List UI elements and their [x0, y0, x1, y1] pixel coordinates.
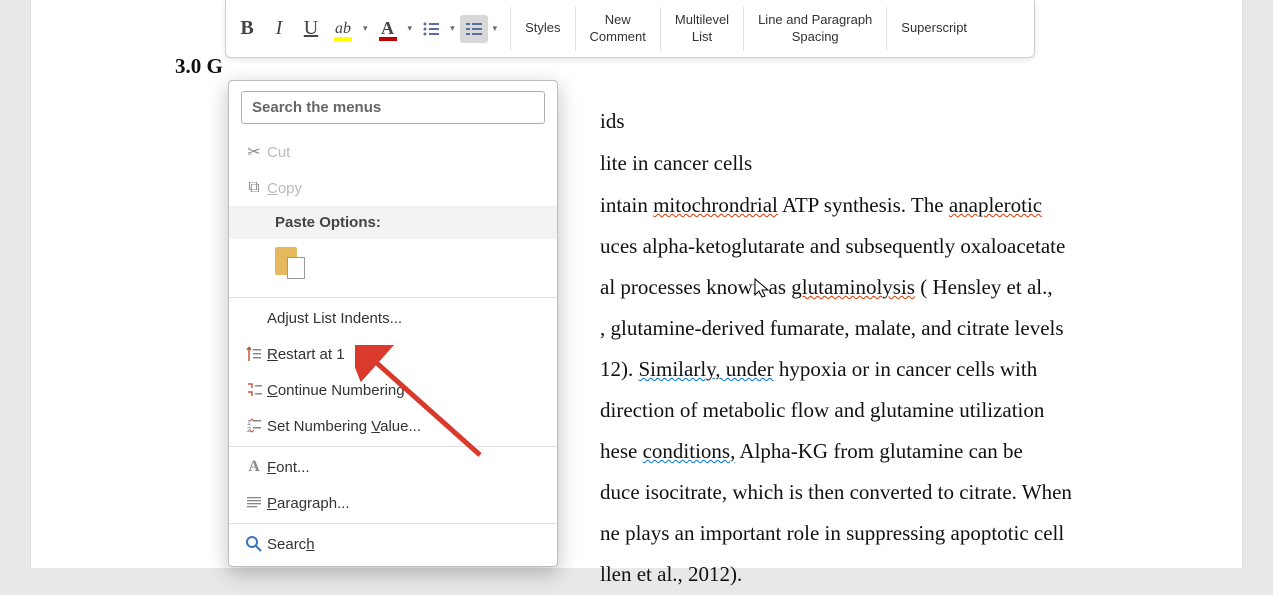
highlight-dropdown-icon[interactable]: ▾ [360, 23, 371, 34]
text-line: ( Hensley et al., [915, 275, 1053, 299]
search-item[interactable]: Search [229, 526, 557, 562]
bold-button[interactable]: B [232, 10, 262, 48]
set-numbering-icon: 12 [241, 417, 267, 435]
menu-search-input[interactable]: Search the menus [241, 91, 545, 124]
menu-label: Adjust List Indents... [267, 310, 402, 327]
text-line: 12). [600, 357, 639, 381]
paragraph-item[interactable]: Paragraph... [229, 485, 557, 521]
text-line: ATP synthesis. The [778, 193, 949, 217]
underline-button[interactable]: U [296, 10, 326, 48]
font-item[interactable]: A Font... [229, 449, 557, 485]
menu-label: Restart at 1 [267, 346, 345, 363]
menu-label: Continue Numbering [267, 382, 405, 399]
copy-item: ⧉ Copy [229, 170, 557, 206]
grammar-mark[interactable]: conditions, [643, 439, 736, 463]
menu-label: Copy [267, 180, 302, 197]
text-line: hese [600, 439, 643, 463]
text-line: duce isocitrate, which is then converted… [600, 480, 1072, 504]
spell-error[interactable]: glutaminolysis [791, 275, 915, 299]
menu-label: Font... [267, 459, 310, 476]
cut-icon: ✂ [241, 142, 267, 162]
copy-icon: ⧉ [241, 179, 267, 197]
spell-error[interactable]: mitochrondrial [653, 193, 778, 217]
italic-button[interactable]: I [264, 10, 294, 48]
spell-error[interactable]: anaplerotic [949, 193, 1042, 217]
search-icon [241, 535, 267, 553]
context-menu: Search the menus ✂ Cut ⧉ Copy Paste Opti… [228, 80, 558, 567]
text-line: Alpha-KG from glutamine can be [735, 439, 1023, 463]
text-line: intain [600, 193, 653, 217]
font-color-dropdown-icon[interactable]: ▾ [405, 23, 416, 34]
text-line: uces alpha-ketoglutarate and subsequentl… [600, 234, 1065, 258]
bullets-button[interactable] [417, 15, 445, 43]
paste-options-header: Paste Options: [229, 206, 557, 239]
cut-item: ✂ Cut [229, 134, 557, 170]
menu-label: Search [267, 536, 315, 553]
numbering-button[interactable] [460, 15, 488, 43]
set-numbering-value-item[interactable]: 12 Set Numbering Value... [229, 408, 557, 444]
continue-numbering-item[interactable]: Continue Numbering [229, 372, 557, 408]
continue-numbering-icon [241, 381, 267, 399]
restart-at-1-item[interactable]: Restart at 1 [229, 336, 557, 372]
paste-keep-source-icon[interactable] [273, 245, 309, 281]
menu-label: Cut [267, 144, 290, 161]
paste-options [229, 239, 557, 295]
grammar-mark[interactable]: Similarly, under [639, 357, 774, 381]
font-color-button[interactable]: A [373, 10, 403, 48]
text-line: ne plays an important role in suppressin… [600, 521, 1064, 545]
text-line: , glutamine-derived fumarate, malate, an… [600, 316, 1064, 340]
text-line: direction of metabolic flow and glutamin… [600, 398, 1044, 422]
font-icon: A [241, 458, 267, 476]
menu-label: Set Numbering Value... [267, 418, 421, 435]
text-line: hypoxia or in cancer cells with [774, 357, 1038, 381]
bullets-dropdown-icon[interactable]: ▾ [447, 23, 458, 34]
menu-label: Paragraph... [267, 495, 350, 512]
paragraph-icon [241, 494, 267, 512]
restart-numbering-icon [241, 345, 267, 363]
text-line: lite in cancer cells [600, 151, 752, 175]
text-line: ids [600, 109, 625, 133]
highlight-button[interactable]: ab [328, 10, 358, 48]
numbering-dropdown-icon[interactable]: ▾ [490, 23, 501, 34]
adjust-list-indents-item[interactable]: Adjust List Indents... [229, 300, 557, 336]
text-line: llen et al., 2012). [600, 562, 742, 586]
text-line: al processes known as [600, 275, 791, 299]
